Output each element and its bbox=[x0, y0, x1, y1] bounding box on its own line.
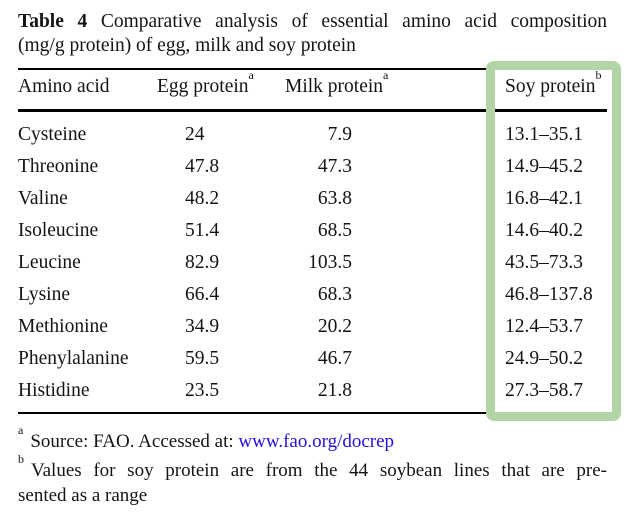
footnote-b-line1: b Values for soy protein are from the 44 … bbox=[18, 453, 607, 483]
soy-range-cell: 24.9–50.2 bbox=[505, 348, 583, 369]
amino-acid-cell: Methionine bbox=[18, 316, 108, 337]
soy-range-cell: 14.9–45.2 bbox=[505, 156, 583, 177]
table-row: Valine 48.2 63.8 16.8–42.1 bbox=[18, 183, 607, 215]
header-milk-protein: Milk proteina bbox=[285, 69, 460, 98]
table-row: Methionine 34.9 20.2 12.4–53.7 bbox=[18, 311, 607, 343]
amino-acid-cell: Leucine bbox=[18, 252, 81, 273]
egg-value-cell: 51.4 bbox=[185, 220, 220, 241]
egg-value-cell: 47.8 bbox=[185, 156, 220, 177]
soy-range-cell: 12.4–53.7 bbox=[505, 316, 583, 337]
soy-range-cell: 13.1–35.1 bbox=[505, 124, 583, 145]
table-top-rule bbox=[18, 68, 607, 70]
table-row: Histidine 23.5 21.8 27.3–58.7 bbox=[18, 375, 607, 407]
footnote-a-text: Source: FAO. Accessed at: bbox=[30, 431, 234, 452]
header-label: Soy protein bbox=[505, 76, 596, 97]
table-caption: Table 4 Comparative analysis of essentia… bbox=[18, 10, 607, 57]
table-row: Leucine 82.9 103.5 43.5–73.3 bbox=[18, 247, 607, 279]
amino-acid-cell: Valine bbox=[18, 188, 68, 209]
milk-value-cell: 20.2 bbox=[285, 311, 460, 343]
header-label: Milk protein bbox=[285, 76, 384, 97]
soy-range-cell: 16.8–42.1 bbox=[505, 188, 583, 209]
milk-value: 68.5 bbox=[317, 220, 352, 241]
milk-value-cell: 103.5 bbox=[285, 247, 460, 279]
footnote-b-text: Values for soy protein are from the 44 s… bbox=[31, 460, 607, 481]
egg-value-cell: 82.9 bbox=[185, 252, 220, 273]
milk-value-cell: 63.8 bbox=[285, 183, 460, 215]
milk-value-cell: 46.7 bbox=[285, 343, 460, 375]
egg-value-cell: 66.4 bbox=[185, 284, 220, 305]
header-superscript: a bbox=[383, 68, 389, 83]
table-caption-line1: Table 4 Comparative analysis of essentia… bbox=[18, 10, 607, 34]
egg-value-cell: 24 bbox=[185, 124, 205, 145]
soy-range-cell: 14.6–40.2 bbox=[505, 220, 583, 241]
milk-value: 20.2 bbox=[317, 316, 352, 337]
footnote-b-marker: b bbox=[18, 452, 24, 467]
soy-range-cell: 46.8–137.8 bbox=[505, 284, 593, 305]
table-caption-text: Comparative analysis of essential amino … bbox=[100, 11, 607, 32]
milk-value: 47.3 bbox=[317, 156, 352, 177]
footnote-b-line2: sented as a range bbox=[18, 485, 148, 506]
milk-value: 103.5 bbox=[308, 252, 352, 273]
egg-value-cell: 34.9 bbox=[185, 316, 220, 337]
milk-value: 7.9 bbox=[327, 124, 352, 145]
header-label: Amino acid bbox=[18, 76, 110, 97]
table-caption-line2: (mg/g protein) of egg, milk and soy prot… bbox=[18, 34, 356, 56]
amino-acid-cell: Isoleucine bbox=[18, 220, 99, 241]
milk-value-cell: 68.5 bbox=[285, 215, 460, 247]
table-row: Threonine 47.8 47.3 14.9–45.2 bbox=[18, 151, 607, 183]
soy-range-cell: 27.3–58.7 bbox=[505, 380, 583, 401]
milk-value: 63.8 bbox=[317, 188, 352, 209]
table-number-label: Table 4 bbox=[18, 11, 88, 32]
milk-value: 68.3 bbox=[317, 284, 352, 305]
amino-acid-cell: Histidine bbox=[18, 380, 90, 401]
footnote-a-marker: a bbox=[18, 423, 24, 438]
milk-value-cell: 68.3 bbox=[285, 279, 460, 311]
table-row: Isoleucine 51.4 68.5 14.6–40.2 bbox=[18, 215, 607, 247]
egg-value-cell: 48.2 bbox=[185, 188, 220, 209]
header-superscript: b bbox=[595, 68, 602, 83]
amino-acid-cell: Phenylalanine bbox=[18, 348, 129, 369]
fao-link[interactable]: www.fao.org/docrep bbox=[238, 431, 395, 452]
table-bottom-rule bbox=[18, 412, 607, 414]
header-egg-protein: Egg proteina bbox=[157, 69, 285, 98]
milk-value: 21.8 bbox=[317, 380, 352, 401]
header-soy-protein: Soy proteinb bbox=[460, 69, 607, 98]
milk-value: 46.7 bbox=[317, 348, 352, 369]
egg-value-cell: 23.5 bbox=[185, 380, 220, 401]
milk-value-cell: 7.9 bbox=[285, 119, 460, 151]
table-body: Cysteine 24 7.9 13.1–35.1 Threonine 47.8… bbox=[18, 119, 607, 407]
amino-acid-cell: Threonine bbox=[18, 156, 99, 177]
table-header-row: Amino acid Egg proteina Milk proteina So… bbox=[18, 69, 607, 98]
footnote-b: b Values for soy protein are from the 44 … bbox=[18, 453, 607, 508]
table-row: Phenylalanine 59.5 46.7 24.9–50.2 bbox=[18, 343, 607, 375]
header-superscript: a bbox=[248, 68, 254, 83]
header-label: Egg protein bbox=[157, 76, 249, 97]
table-row: Cysteine 24 7.9 13.1–35.1 bbox=[18, 119, 607, 151]
table-row: Lysine 66.4 68.3 46.8–137.8 bbox=[18, 279, 607, 311]
table-header-rule bbox=[18, 109, 607, 112]
amino-acid-cell: Lysine bbox=[18, 284, 70, 305]
egg-value-cell: 59.5 bbox=[185, 348, 220, 369]
header-amino-acid: Amino acid bbox=[18, 75, 157, 98]
footnote-a: a Source: FAO. Accessed at: www.fao.org/d… bbox=[18, 424, 607, 454]
milk-value-cell: 21.8 bbox=[285, 375, 460, 407]
soy-range-cell: 43.5–73.3 bbox=[505, 252, 583, 273]
amino-acid-cell: Cysteine bbox=[18, 124, 87, 145]
milk-value-cell: 47.3 bbox=[285, 151, 460, 183]
